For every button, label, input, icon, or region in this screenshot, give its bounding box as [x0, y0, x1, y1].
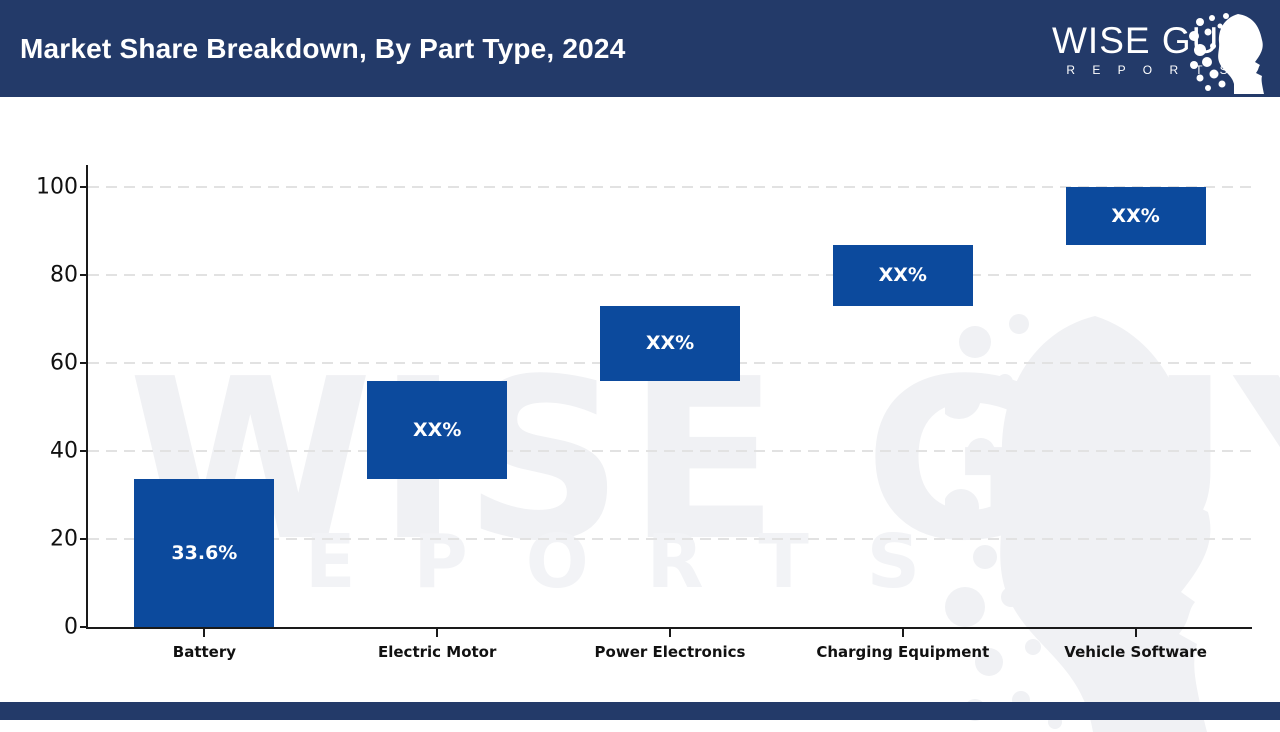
gridline-y40: [88, 450, 1252, 452]
x-tick-mark: [1134, 629, 1137, 637]
y-tick-label: 60: [50, 350, 78, 376]
brand-logo: WISE GUY R E P O R T S: [1022, 8, 1272, 94]
y-axis-spine: [86, 165, 88, 629]
plot-area: WISE GUY REPORTS 0 20 40 60 80 100 Battery Elec…: [0, 97, 1280, 732]
page-title: Market Share Breakdown, By Part Type, 20…: [20, 32, 626, 64]
gridline-y20: [88, 538, 1252, 540]
y-tick-mark: [80, 274, 88, 276]
x-tick-label: Battery: [172, 643, 237, 661]
x-tick-mark: [203, 629, 206, 637]
logo-head-icon: [1189, 13, 1264, 94]
x-axis-spine: [86, 627, 1252, 629]
y-tick-mark: [80, 186, 88, 188]
watermark-subtext: REPORTS: [190, 519, 979, 605]
brand-wordmark: WISE GUY: [1052, 20, 1246, 61]
x-tick-mark: [436, 629, 439, 637]
y-tick-mark: [80, 626, 88, 628]
brand-logo-text: WISE GUY R E P O R T S: [1052, 22, 1245, 77]
x-tick-label: Electric Motor: [377, 643, 497, 661]
bar-value-label: XX%: [413, 418, 462, 441]
gridline-y80: [88, 274, 1252, 276]
y-tick-label: 0: [64, 614, 78, 640]
x-tick-label: Charging Equipment: [816, 643, 990, 661]
x-tick-label: Vehicle Software: [1064, 643, 1207, 661]
x-tick-mark: [669, 629, 671, 637]
bar-power-electronics: XX%: [600, 305, 740, 381]
bar-battery: 33.6%: [134, 479, 275, 627]
bar-charging-equipment: XX%: [832, 245, 973, 306]
bar-value-label: XX%: [878, 264, 927, 287]
bar-value-label: 33.6%: [171, 542, 238, 565]
y-tick-label: 40: [50, 438, 78, 464]
y-tick-mark: [80, 538, 88, 540]
x-tick-label: Power Electronics: [594, 643, 746, 661]
y-tick-label: 100: [36, 174, 78, 200]
brand-subtext: R E P O R T S: [1066, 63, 1235, 77]
footer-bar: [0, 702, 1280, 720]
y-tick-label: 80: [50, 262, 78, 288]
bar-vehicle-software: XX%: [1065, 187, 1206, 246]
watermark-head-icon: [945, 314, 1211, 732]
y-tick-label: 20: [50, 526, 78, 552]
gridline-y100: [88, 186, 1252, 188]
y-tick-mark: [80, 362, 88, 364]
x-tick-mark: [901, 629, 904, 637]
bar-value-label: XX%: [1111, 205, 1160, 228]
bar-value-label: XX%: [645, 332, 695, 355]
bar-electric-motor: XX%: [367, 380, 508, 480]
y-tick-mark: [80, 450, 88, 452]
header-bar: Market Share Breakdown, By Part Type, 20…: [0, 0, 1280, 97]
